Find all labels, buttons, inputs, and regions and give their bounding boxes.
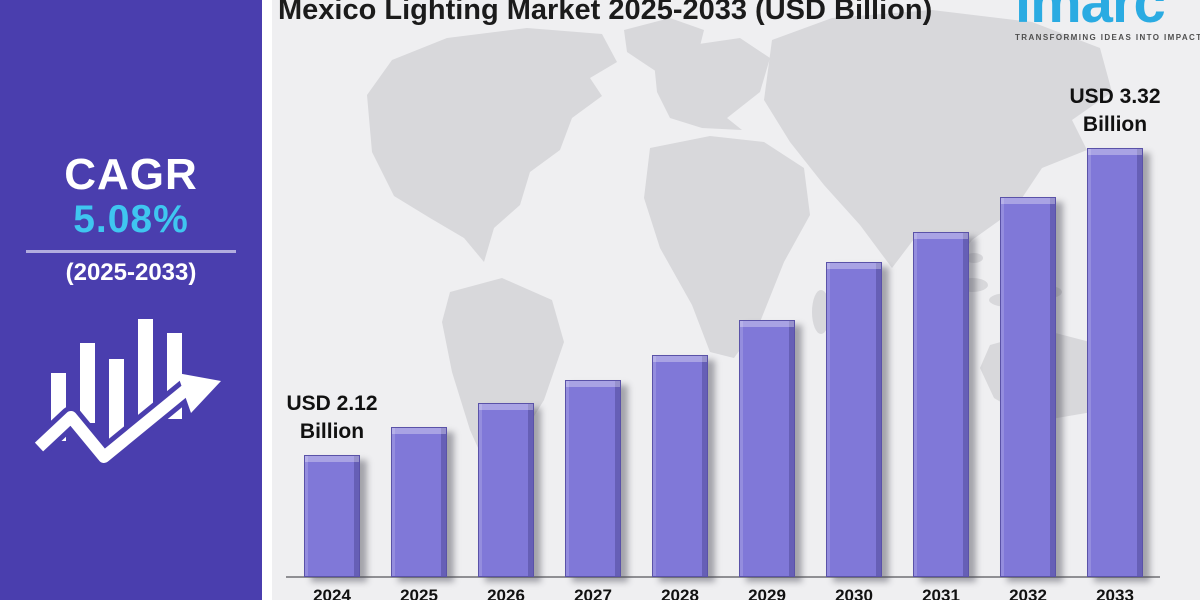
imarc-logo: imarc TRANSFORMING IDEAS INTO IMPACT: [1015, 0, 1200, 42]
bar-column-2028: 2028: [652, 355, 708, 600]
x-tick-label-2027: 2027: [574, 586, 612, 600]
imarc-logo-tagline: TRANSFORMING IDEAS INTO IMPACT: [1015, 33, 1200, 42]
cagr-label: CAGR: [64, 150, 198, 199]
x-tick-label-2026: 2026: [487, 586, 525, 600]
bar-2031: [913, 232, 969, 577]
bar-2032: [1000, 197, 1056, 577]
cagr-value: 5.08%: [73, 198, 189, 241]
bar-column-2031: 2031: [913, 232, 969, 600]
x-tick-label-2025: 2025: [400, 586, 438, 600]
value-annotation-2033: USD 3.32 Billion: [1069, 85, 1161, 136]
bar-column-2027: 2027: [565, 380, 621, 600]
bar-2027: [565, 380, 621, 577]
bar-column-2030: 2030: [826, 262, 882, 600]
x-tick-label-2033: 2033: [1096, 586, 1134, 600]
chart-panel: Mexico Lighting Market 2025-2033 (USD Bi…: [272, 0, 1200, 600]
cagr-period: (2025-2033): [65, 259, 197, 286]
x-tick-label-2032: 2032: [1009, 586, 1047, 600]
x-axis-line: [286, 576, 1160, 578]
growth-bar-chart-with-arrow-icon: [0, 311, 262, 481]
bars: 2024 USD 2.12 Billion 2025 2026 2027 2028 2029 2…: [286, 85, 1160, 600]
x-tick-label-2029: 2029: [748, 586, 786, 600]
x-tick-label-2030: 2030: [835, 586, 873, 600]
bar-2028: [652, 355, 708, 577]
bar-2024: [304, 455, 360, 577]
bar-column-2029: 2029: [739, 320, 795, 600]
x-tick-label-2031: 2031: [922, 586, 960, 600]
imarc-logo-text: imarc: [1015, 0, 1166, 35]
bar-2030: [826, 262, 882, 577]
bar-column-2033: 2033 USD 3.32 Billion: [1069, 85, 1160, 600]
cagr-panel: CAGR 5.08% (2025-2033): [0, 0, 262, 600]
bar-column-2024: 2024 USD 2.12 Billion: [286, 392, 377, 600]
bar-2025: [391, 427, 447, 577]
value-annotation-2024: USD 2.12 Billion: [286, 392, 378, 443]
bar-column-2025: 2025: [391, 427, 447, 600]
x-tick-label-2028: 2028: [661, 586, 699, 600]
bar-column-2026: 2026: [478, 403, 534, 600]
bar-2029: [739, 320, 795, 577]
bar-column-2032: 2032: [1000, 197, 1056, 600]
divider: [26, 250, 236, 253]
page-title: Mexico Lighting Market 2025-2033 (USD Bi…: [278, 0, 933, 26]
bar-2033: [1087, 148, 1143, 577]
x-tick-label-2024: 2024: [313, 586, 351, 600]
bar-2026: [478, 403, 534, 577]
